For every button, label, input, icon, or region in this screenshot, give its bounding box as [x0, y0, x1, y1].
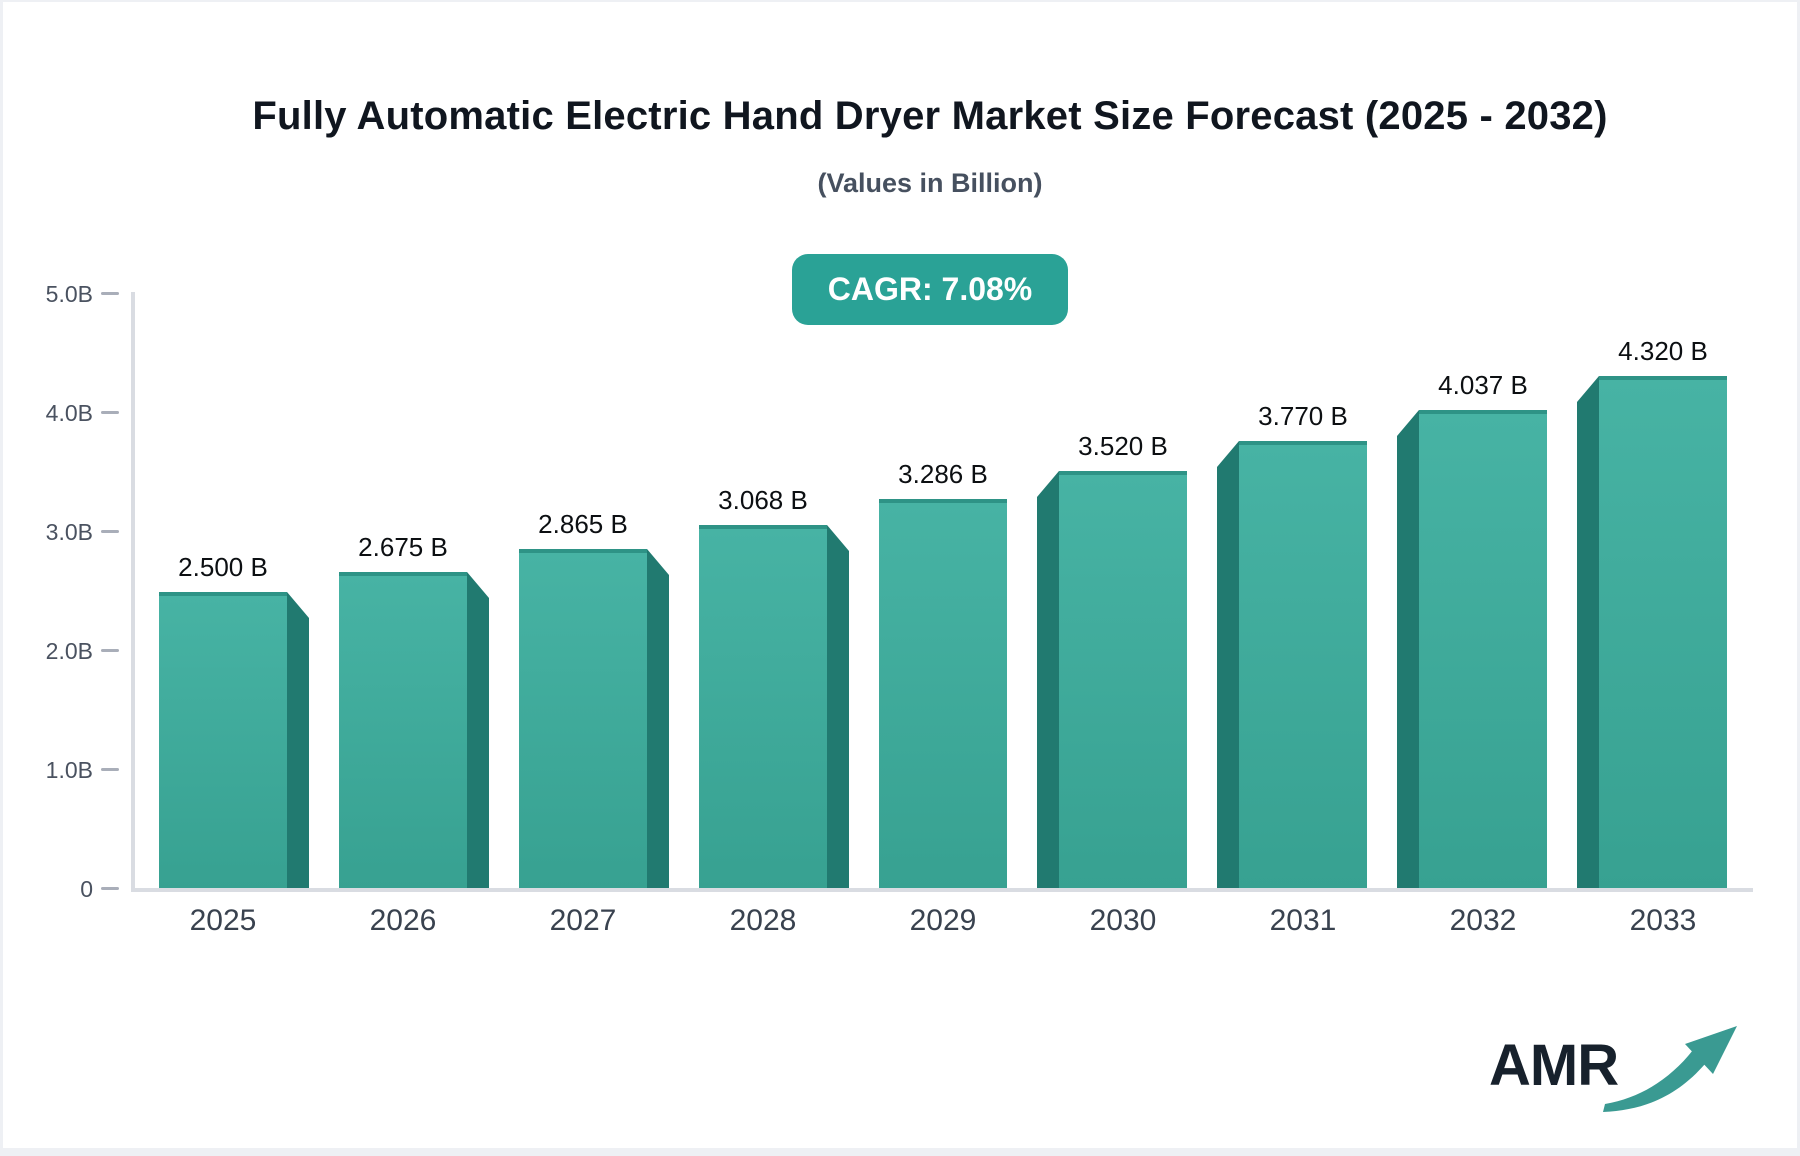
bar-2031	[1239, 441, 1367, 890]
cagr-badge-row: CAGR: 7.08%	[63, 254, 1797, 325]
bar-side	[467, 572, 489, 890]
y-axis-tick-label: 3.0B	[45, 519, 93, 545]
chart-subtitle: (Values in Billion)	[817, 168, 1043, 198]
chart-title: Fully Automatic Electric Hand Dryer Mark…	[252, 94, 1608, 138]
x-axis-label: 2032	[1449, 904, 1517, 937]
y-axis-tick-label: 4.0B	[45, 400, 93, 426]
bar-side	[827, 525, 849, 890]
growth-arrow-icon	[1603, 1026, 1737, 1112]
bar-2028	[699, 525, 827, 890]
cagr-badge: CAGR: 7.08%	[791, 254, 1069, 325]
bar-2032	[1419, 410, 1547, 890]
y-axis-tick-label: 2.0B	[45, 638, 93, 664]
x-axis-label: 2026	[369, 904, 437, 937]
bar-value-label: 2.865 B	[538, 509, 628, 539]
y-axis-tick-label: 0	[80, 876, 93, 902]
bar-side	[1397, 410, 1419, 890]
bar-value-label: 2.500 B	[178, 552, 268, 582]
bar-value-label: 3.286 B	[898, 459, 988, 489]
chart-card: Fully Automatic Electric Hand Dryer Mark…	[3, 2, 1797, 1148]
bar-side	[1037, 471, 1059, 890]
y-axis-tick	[101, 411, 119, 414]
bar-value-label: 3.520 B	[1078, 431, 1168, 461]
plot-area: 0 1.0B 2.0B 3.0B 4.0B 5.0B 2.500 B 2025 2.675 B 2…	[3, 2, 1797, 1148]
y-axis-tick	[101, 887, 119, 890]
amr-logo-text: AMR	[1489, 1033, 1619, 1098]
y-axis-tick	[101, 768, 119, 771]
bar-2030	[1059, 471, 1187, 890]
x-axis-label: 2031	[1269, 904, 1337, 937]
y-axis-tick-label: 1.0B	[45, 757, 93, 783]
bar-value-label: 2.675 B	[358, 532, 448, 562]
x-axis-line	[131, 888, 1753, 892]
bar-side	[1217, 441, 1239, 890]
y-axis-line	[131, 292, 135, 892]
x-axis-label: 2029	[909, 904, 977, 937]
bar-side	[647, 549, 669, 890]
bar-value-label: 4.037 B	[1438, 370, 1528, 400]
x-axis-label: 2025	[189, 904, 257, 937]
y-axis-tick	[101, 292, 119, 295]
y-axis-tick	[101, 649, 119, 652]
bar-value-label: 3.068 B	[718, 485, 808, 515]
bar-2025	[159, 592, 287, 890]
bar-2033	[1599, 376, 1727, 890]
bar-side	[1577, 376, 1599, 890]
bar-value-label: 3.770 B	[1258, 401, 1348, 431]
bar-value-label: 4.320 B	[1618, 336, 1708, 366]
x-axis-label: 2028	[729, 904, 797, 937]
y-axis-tick	[101, 530, 119, 533]
x-axis-label: 2027	[549, 904, 617, 937]
bar-2027	[519, 549, 647, 890]
bar-2026	[339, 572, 467, 890]
y-axis-tick-label: 5.0B	[45, 281, 93, 307]
amr-logo: AMR	[1489, 1020, 1749, 1126]
x-axis-label: 2030	[1089, 904, 1157, 937]
bar-2029	[879, 499, 1007, 890]
bar-side	[287, 592, 309, 890]
x-axis-label: 2033	[1629, 904, 1697, 937]
